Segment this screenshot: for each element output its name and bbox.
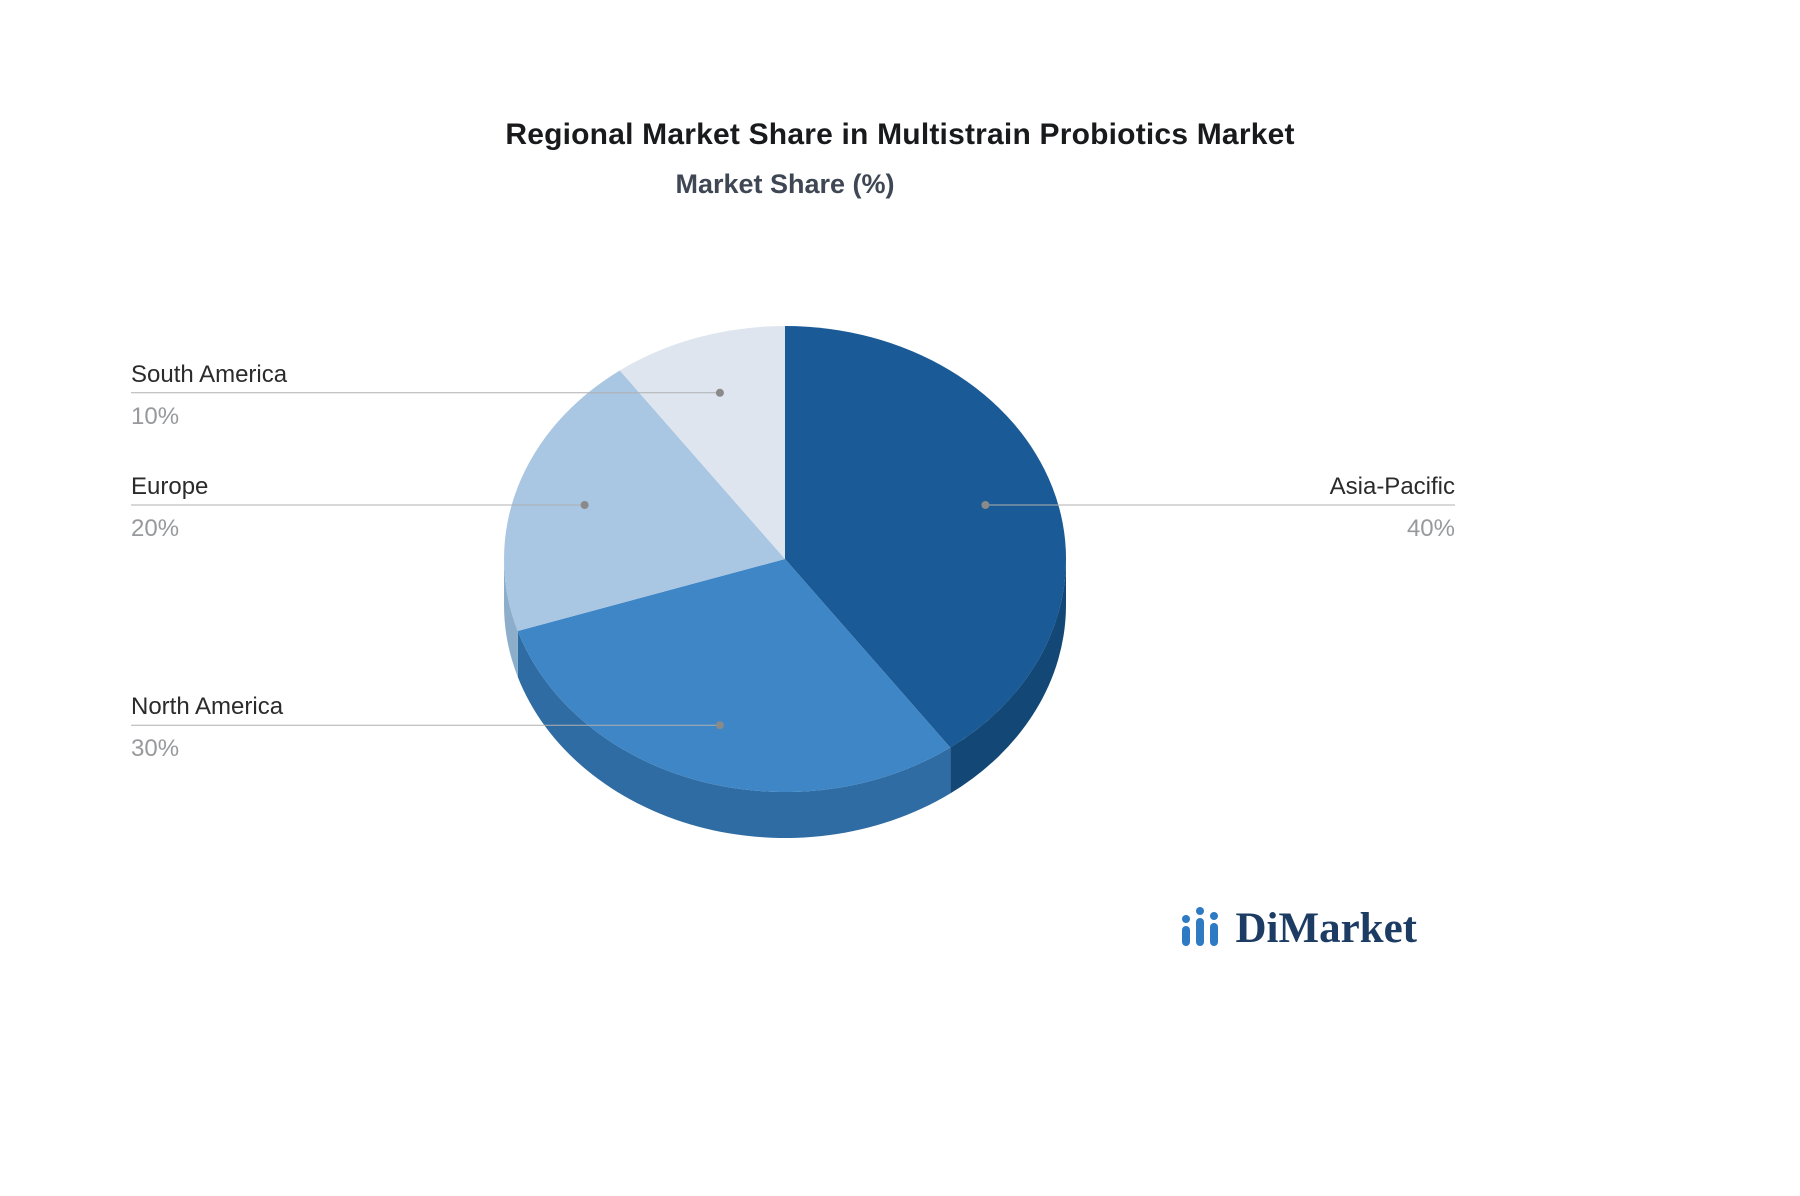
slice-label-south-america: South America: [131, 361, 288, 388]
pie-slice-europe: [504, 370, 785, 631]
leader-dot-south-america: [715, 388, 724, 397]
chart-subtitle: Market Share (%): [675, 169, 895, 199]
slice-value-south-america: 10%: [131, 403, 179, 430]
pie-slice-side-europe: [504, 559, 518, 677]
pie-slice-north-america: [517, 559, 951, 792]
slice-label-europe: Europe: [131, 473, 208, 500]
slice-value-north-america: 30%: [131, 735, 179, 762]
leader-dot-north-america: [715, 721, 724, 730]
leader-dot-europe: [580, 501, 589, 509]
slice-label-north-america: North America: [131, 693, 284, 720]
leader-dot-asia-pacific: [981, 501, 990, 509]
brand-logo-text: DiMarket: [1235, 904, 1418, 952]
chart-title: Regional Market Share in Multistrain Pro…: [505, 118, 1295, 151]
pie-slice-asia-pacific: [785, 325, 1067, 748]
slice-label-asia-pacific: Asia-Pacific: [1330, 473, 1455, 500]
pie-slice-side-asia-pacific: [950, 559, 1066, 794]
brand-logo: DiMarket: [1179, 904, 1418, 952]
pie-slice-south-america: [619, 326, 785, 559]
slice-value-europe: 20%: [131, 515, 179, 542]
slice-value-asia-pacific: 40%: [1407, 515, 1455, 542]
pie-slice-side-north-america: [517, 631, 951, 838]
bar-chart-icon: [1181, 907, 1218, 946]
